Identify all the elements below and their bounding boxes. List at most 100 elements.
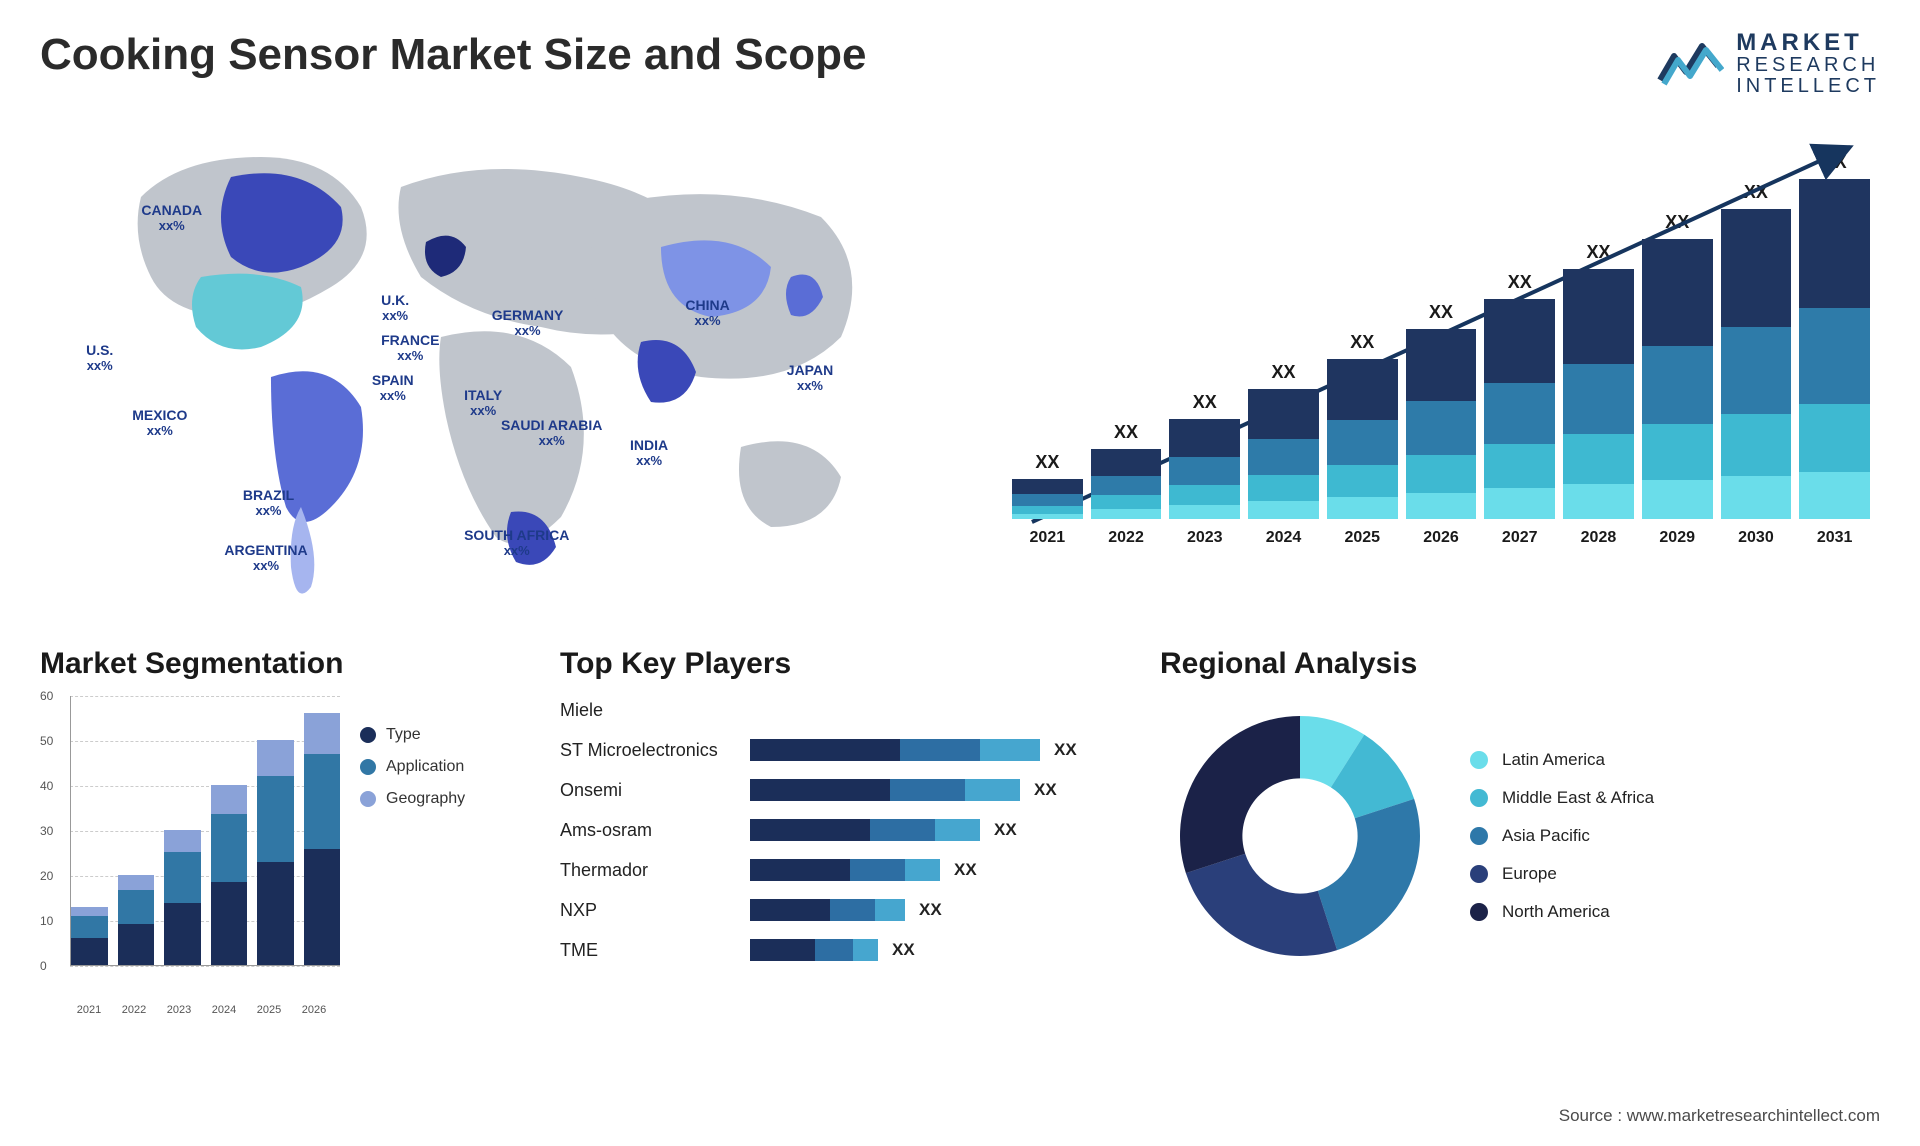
logo-text-1: MARKET xyxy=(1736,30,1880,55)
player-bar xyxy=(750,819,980,841)
country-label: SAUDI ARABIAxx% xyxy=(501,417,602,448)
seg-ytick: 30 xyxy=(40,824,53,838)
seg-bar-column xyxy=(164,830,201,965)
growth-bar xyxy=(1406,329,1477,519)
legend-dot-icon xyxy=(1470,789,1488,807)
growth-bar-column: XX2029 xyxy=(1642,212,1713,547)
seg-legend-item: Type xyxy=(360,726,465,744)
country-label: U.K.xx% xyxy=(381,292,409,323)
player-bar xyxy=(750,859,940,881)
growth-bar-year: 2025 xyxy=(1344,529,1380,547)
player-bar xyxy=(750,899,905,921)
donut-slice xyxy=(1180,716,1300,873)
growth-bar-value-label: XX xyxy=(1350,332,1374,353)
growth-bar xyxy=(1799,179,1870,519)
seg-ytick: 40 xyxy=(40,779,53,793)
legend-dot-icon xyxy=(1470,751,1488,769)
country-label: SOUTH AFRICAxx% xyxy=(464,527,569,558)
seg-bar-column xyxy=(211,785,248,965)
growth-bar-value-label: XX xyxy=(1586,242,1610,263)
seg-bar-column xyxy=(304,713,341,965)
legend-dot-icon xyxy=(1470,827,1488,845)
regional-title: Regional Analysis xyxy=(1160,647,1880,681)
growth-bar-value-label: XX xyxy=(1272,362,1296,383)
growth-bar-year: 2023 xyxy=(1187,529,1223,547)
seg-ytick: 50 xyxy=(40,734,53,748)
legend-dot-icon xyxy=(1470,865,1488,883)
player-bar xyxy=(750,779,1020,801)
player-value: XX xyxy=(954,860,977,880)
growth-bar-year: 2030 xyxy=(1738,529,1774,547)
seg-xtick: 2022 xyxy=(122,1004,146,1016)
world-map-panel: CANADAxx%U.S.xx%MEXICOxx%BRAZILxx%ARGENT… xyxy=(40,117,962,617)
player-name: Ams-osram xyxy=(560,820,750,841)
players-title: Top Key Players xyxy=(560,647,1120,681)
legend-label: North America xyxy=(1502,902,1610,922)
legend-label: Europe xyxy=(1502,864,1557,884)
growth-bar xyxy=(1012,479,1083,519)
player-row: Onsemi XX xyxy=(560,776,1120,804)
seg-legend-item: Geography xyxy=(360,790,465,808)
growth-bar xyxy=(1721,209,1792,519)
legend-dot-icon xyxy=(1470,903,1488,921)
growth-bar-column: XX 2028 xyxy=(1563,242,1634,547)
legend-dot-icon xyxy=(360,791,376,807)
player-name: NXP xyxy=(560,900,750,921)
country-label: CANADAxx% xyxy=(141,202,202,233)
growth-bar-value-label: XX xyxy=(1193,392,1217,413)
growth-bar xyxy=(1091,449,1162,519)
seg-ytick: 60 xyxy=(40,689,53,703)
player-value: XX xyxy=(892,940,915,960)
growth-bar-column: XX2030 xyxy=(1721,182,1792,547)
growth-bar-column: XX2021 xyxy=(1012,452,1083,547)
logo-text-2: RESEARCH xyxy=(1736,55,1880,76)
logo-mark-icon xyxy=(1656,36,1724,92)
player-row: ThermadorXX xyxy=(560,856,1120,884)
growth-bar-value-label: XX xyxy=(1114,422,1138,443)
growth-bar xyxy=(1248,389,1319,519)
growth-bar-value-label: XX xyxy=(1823,152,1847,173)
country-label: ARGENTINAxx% xyxy=(224,542,307,573)
player-name: Onsemi xyxy=(560,780,750,801)
regional-legend-item: Europe xyxy=(1470,864,1654,884)
country-label: FRANCExx% xyxy=(381,332,439,363)
page-title: Cooking Sensor Market Size and Scope xyxy=(40,30,866,80)
country-label: MEXICOxx% xyxy=(132,407,187,438)
regional-donut xyxy=(1160,696,1440,976)
players-list: MieleST MicroelectronicsXXOnsemiXXAms-os… xyxy=(560,696,1120,964)
seg-xtick: 2023 xyxy=(167,1004,191,1016)
segmentation-panel: Market Segmentation 01020304050602021202… xyxy=(40,647,520,1027)
growth-bar-year: 2024 xyxy=(1266,529,1302,547)
segmentation-legend: TypeApplicationGeography xyxy=(360,696,465,996)
seg-bar-column xyxy=(118,875,155,965)
regional-legend-item: Middle East & Africa xyxy=(1470,788,1654,808)
legend-label: Middle East & Africa xyxy=(1502,788,1654,808)
growth-bar-year: 2021 xyxy=(1030,529,1066,547)
seg-ytick: 0 xyxy=(40,959,47,973)
segmentation-chart: 0102030405060202120222023202420252026 xyxy=(40,696,340,996)
growth-chart-panel: XX2021XX2022XX2023XX2024XX2025XX2026XX20… xyxy=(1002,117,1880,617)
logo-text-3: INTELLECT xyxy=(1736,76,1880,97)
country-label: GERMANYxx% xyxy=(492,307,564,338)
legend-label: Asia Pacific xyxy=(1502,826,1590,846)
segmentation-title: Market Segmentation xyxy=(40,647,520,681)
country-label: BRAZILxx% xyxy=(243,487,294,518)
growth-bar-column: XX2031 xyxy=(1799,152,1870,547)
player-value: XX xyxy=(1054,740,1077,760)
seg-xtick: 2021 xyxy=(77,1004,101,1016)
player-row: NXPXX xyxy=(560,896,1120,924)
growth-bar-year: 2026 xyxy=(1423,529,1459,547)
seg-xtick: 2025 xyxy=(257,1004,281,1016)
legend-dot-icon xyxy=(360,727,376,743)
growth-bar-year: 2028 xyxy=(1581,529,1617,547)
player-value: XX xyxy=(994,820,1017,840)
player-name: Miele xyxy=(560,700,750,721)
growth-bar xyxy=(1484,299,1555,519)
growth-bar-column: XX2027 xyxy=(1484,272,1555,547)
donut-slice xyxy=(1186,854,1337,956)
country-label: JAPANxx% xyxy=(787,362,833,393)
seg-xtick: 2024 xyxy=(212,1004,236,1016)
country-label: CHINAxx% xyxy=(685,297,729,328)
player-value: XX xyxy=(1034,780,1057,800)
growth-bar-column: XX 2025 xyxy=(1327,332,1398,547)
